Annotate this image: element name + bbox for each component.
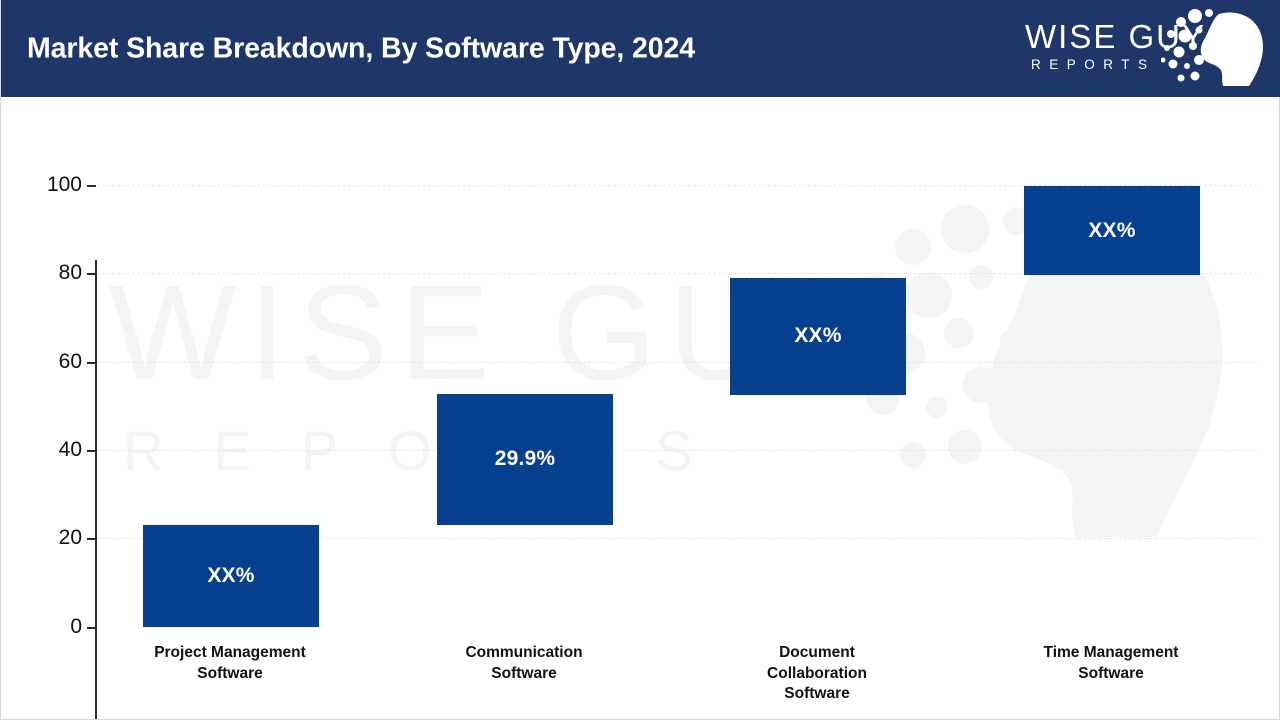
- chart-plot-area: WISE GUY REPORTS: [1, 97, 1280, 719]
- bar-document-collaboration-software[interactable]: [730, 278, 906, 395]
- y-tick-label-80: 80: [58, 261, 82, 284]
- x-category-label-2: Document Collaboration Software: [767, 644, 867, 702]
- watermark-subtitle: REPORTS: [123, 419, 743, 482]
- bar-label-2: XX%: [794, 324, 842, 347]
- gridline-60: [97, 362, 1257, 363]
- gridline-20: [97, 538, 1257, 539]
- page-title: Market Share Breakdown, By Software Type…: [27, 32, 696, 64]
- bar-project-management-software[interactable]: [143, 525, 319, 627]
- page-header: Market Share Breakdown, By Software Type…: [1, 0, 1280, 97]
- x-category-label-0: Project Management Software: [154, 644, 306, 682]
- logo-subtitle: REPORTS: [1031, 57, 1156, 72]
- y-tick-label-100: 100: [46, 173, 82, 196]
- x-category-label-1: Communication Software: [465, 644, 583, 682]
- y-tick-label-20: 20: [58, 526, 82, 549]
- y-tick-mark-40: [87, 450, 96, 452]
- y-axis-line: [95, 260, 97, 719]
- brand-logo: WISE GUY REPORTS: [1021, 8, 1273, 90]
- logo-wordmark: WISE GUY: [1025, 18, 1207, 55]
- gridline-80: [97, 273, 1257, 274]
- y-tick-mark-20: [87, 538, 96, 540]
- y-tick-label-40: 40: [58, 438, 82, 461]
- bar-label-0: XX%: [207, 564, 255, 587]
- y-tick-mark-80: [87, 273, 96, 275]
- bar-time-management-software[interactable]: [1024, 186, 1200, 275]
- brain-head-icon: [1161, 9, 1264, 86]
- y-tick-mark-0: [87, 627, 96, 629]
- y-tick-label-60: 60: [58, 350, 82, 373]
- bar-label-1: 29.9%: [494, 447, 556, 470]
- gridline-100: [97, 185, 1257, 186]
- y-tick-label-0: 0: [70, 615, 82, 638]
- y-tick-mark-60: [87, 362, 96, 364]
- y-tick-mark-100: [87, 185, 96, 187]
- bar-communication-software[interactable]: [437, 394, 613, 525]
- gridline-40: [97, 450, 1257, 451]
- x-category-label-3: Time Management Software: [1043, 644, 1179, 682]
- bar-label-3: XX%: [1088, 219, 1136, 242]
